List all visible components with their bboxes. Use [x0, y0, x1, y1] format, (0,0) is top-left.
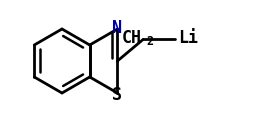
- Text: 2: 2: [146, 35, 153, 48]
- Text: N: N: [112, 19, 122, 37]
- Text: CH: CH: [122, 29, 142, 47]
- Text: Li: Li: [178, 29, 198, 47]
- Text: S: S: [112, 86, 122, 104]
